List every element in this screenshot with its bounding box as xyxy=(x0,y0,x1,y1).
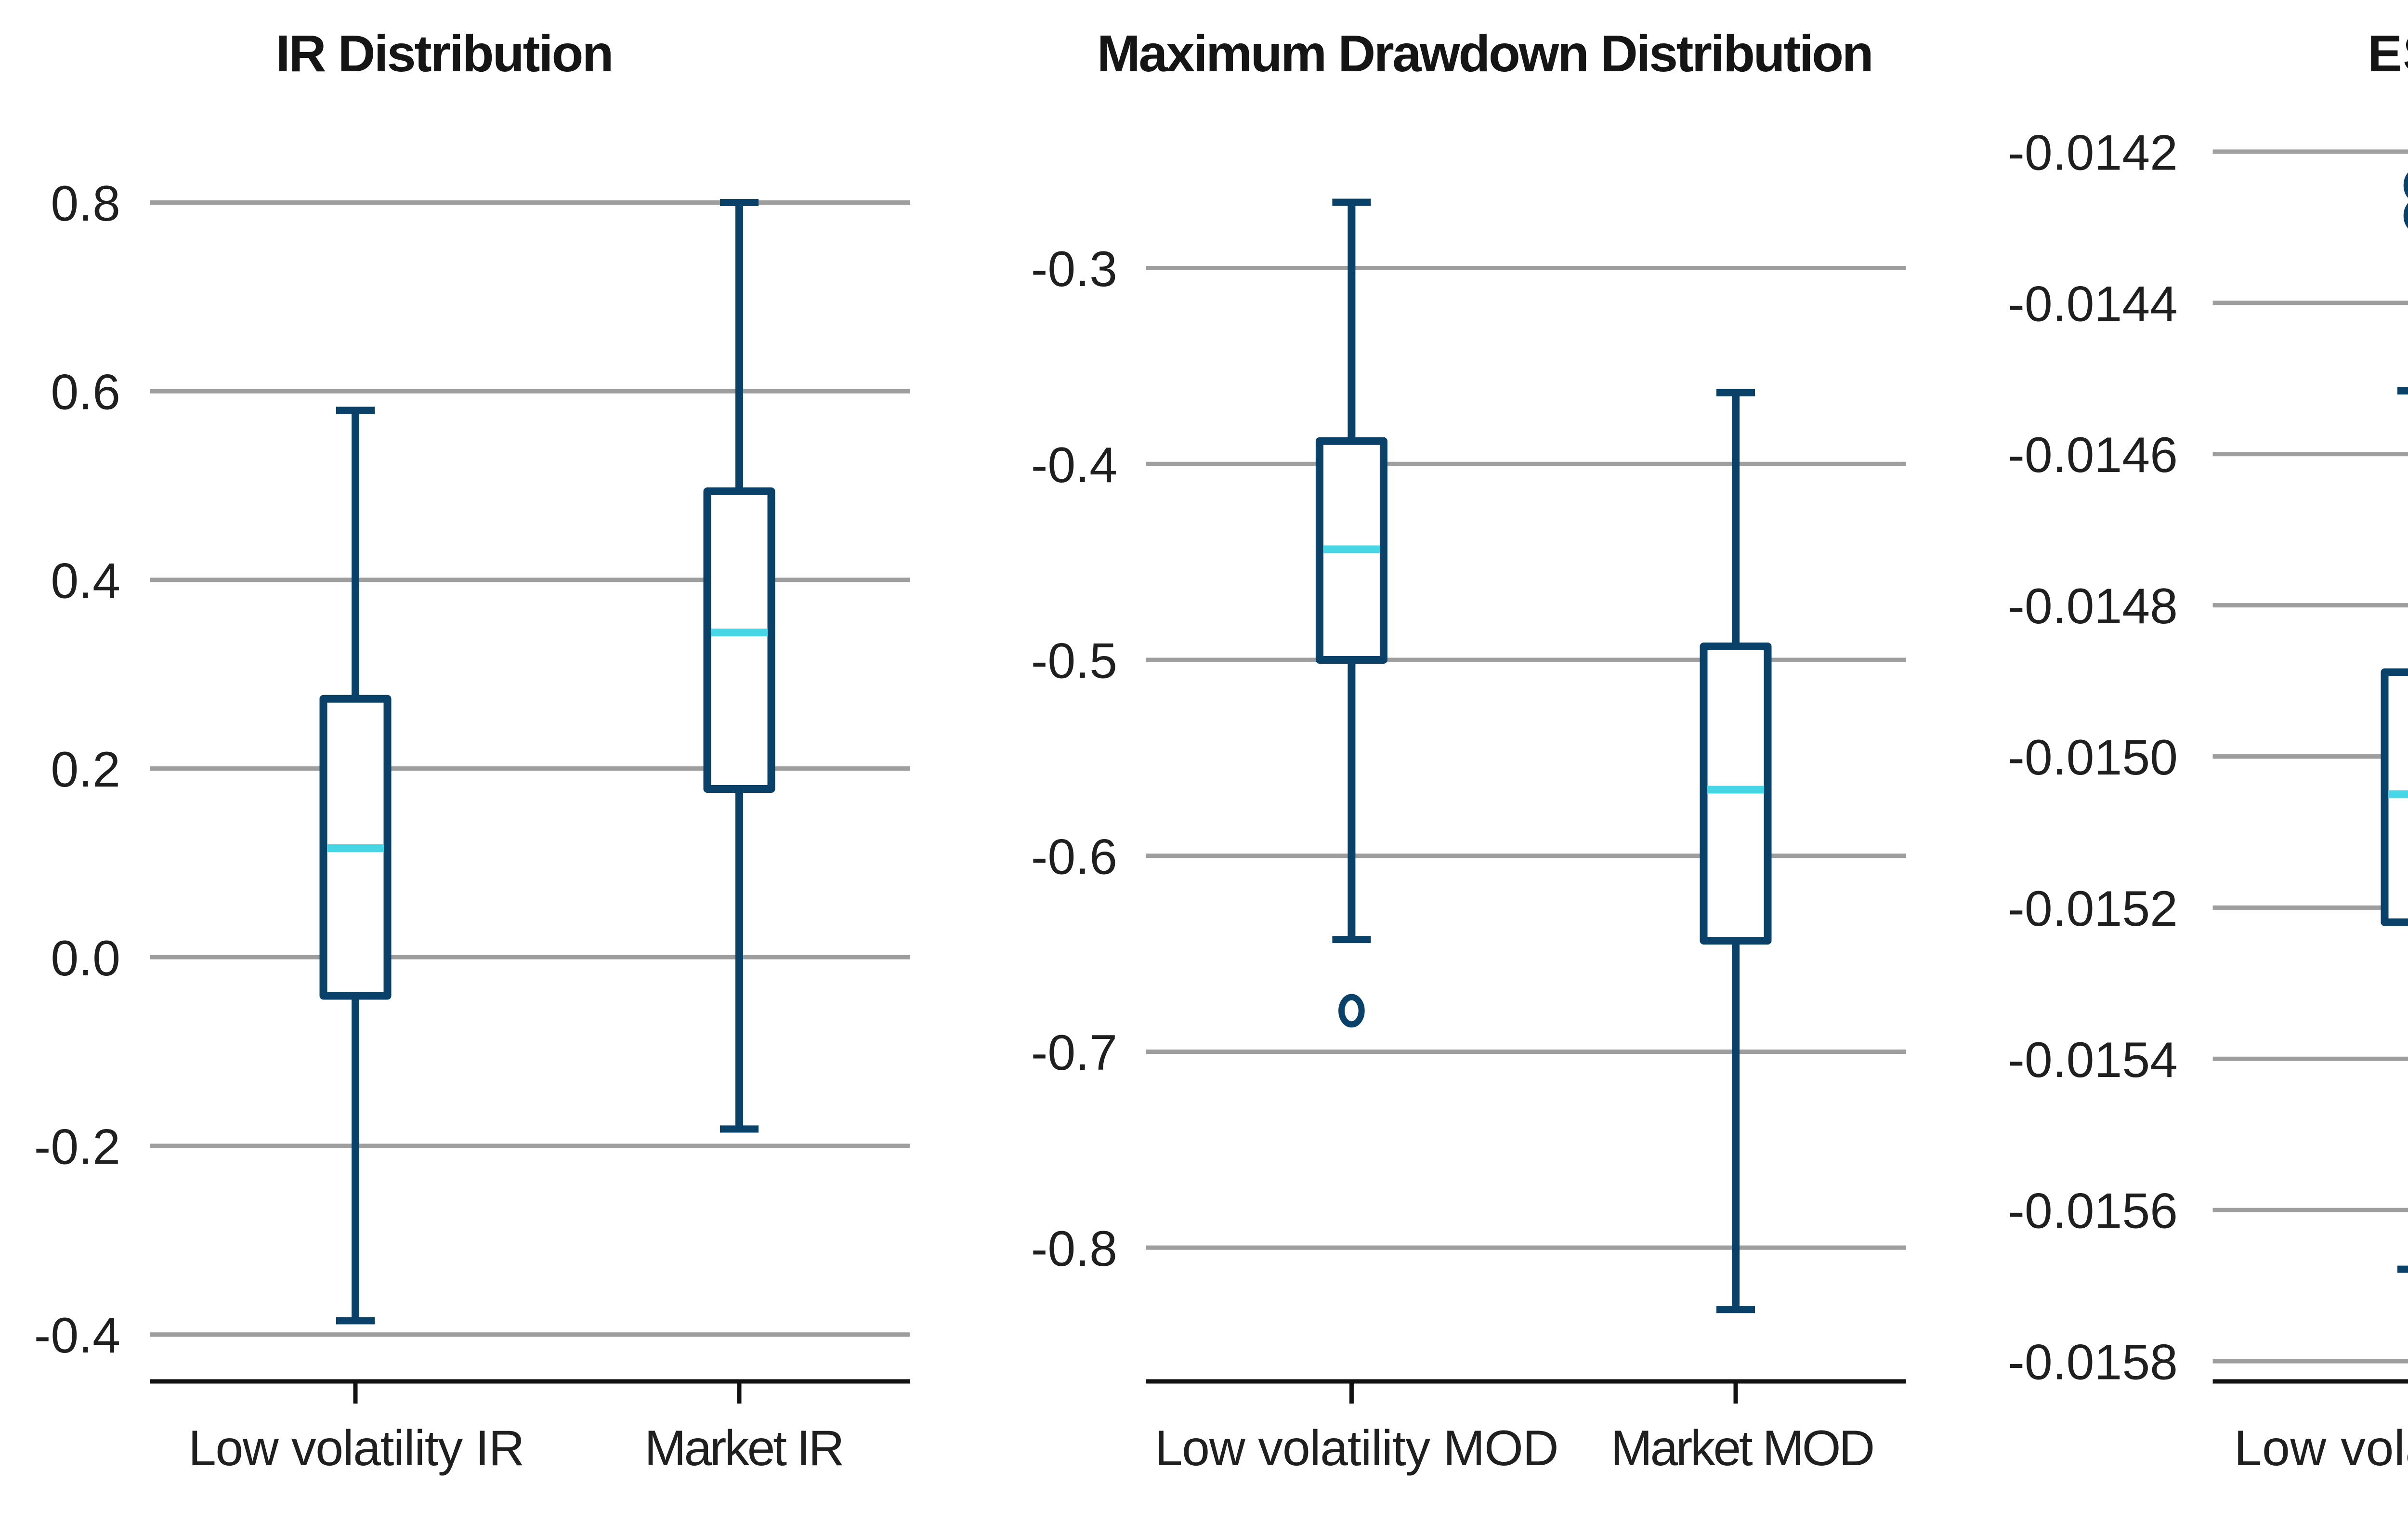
svg-text:0.6: 0.6 xyxy=(51,365,120,420)
svg-text:0.2: 0.2 xyxy=(51,742,120,798)
svg-text:-0.3: -0.3 xyxy=(1031,241,1117,297)
svg-text:-0.6: -0.6 xyxy=(1031,829,1117,885)
svg-text:Low volatility IR: Low volatility IR xyxy=(188,1420,524,1476)
svg-text:Maximum Drawdown Distribution: Maximum Drawdown Distribution xyxy=(1097,24,1872,82)
svg-text:-0.7: -0.7 xyxy=(1031,1025,1117,1081)
svg-text:-0.5: -0.5 xyxy=(1031,633,1117,689)
svg-text:Low volatility ES: Low volatility ES xyxy=(2234,1420,2408,1476)
svg-text:0.0: 0.0 xyxy=(51,931,120,986)
svg-text:-0.0152: -0.0152 xyxy=(2008,881,2178,937)
svg-text:Market MOD: Market MOD xyxy=(1610,1420,1873,1476)
svg-text:-0.2: -0.2 xyxy=(34,1119,120,1175)
svg-text:ES Distribution: ES Distribution xyxy=(2368,24,2408,82)
svg-text:-0.0150: -0.0150 xyxy=(2008,730,2178,786)
svg-text:IR Distribution: IR Distribution xyxy=(276,24,613,82)
svg-text:0.8: 0.8 xyxy=(51,176,120,232)
svg-text:0.4: 0.4 xyxy=(51,553,120,609)
svg-text:-0.0148: -0.0148 xyxy=(2008,578,2178,634)
svg-text:-0.0158: -0.0158 xyxy=(2008,1335,2178,1391)
svg-text:-0.0146: -0.0146 xyxy=(2008,427,2178,483)
svg-text:Market IR: Market IR xyxy=(644,1420,842,1476)
svg-text:-0.0156: -0.0156 xyxy=(2008,1183,2178,1239)
svg-text:Low volatility MOD: Low volatility MOD xyxy=(1155,1420,1558,1476)
svg-text:-0.0144: -0.0144 xyxy=(2008,276,2178,332)
svg-text:-0.0154: -0.0154 xyxy=(2008,1032,2178,1088)
svg-text:-0.0142: -0.0142 xyxy=(2008,125,2178,181)
svg-text:-0.4: -0.4 xyxy=(1031,437,1117,493)
svg-text:-0.4: -0.4 xyxy=(34,1308,120,1364)
svg-text:-0.8: -0.8 xyxy=(1031,1221,1117,1277)
